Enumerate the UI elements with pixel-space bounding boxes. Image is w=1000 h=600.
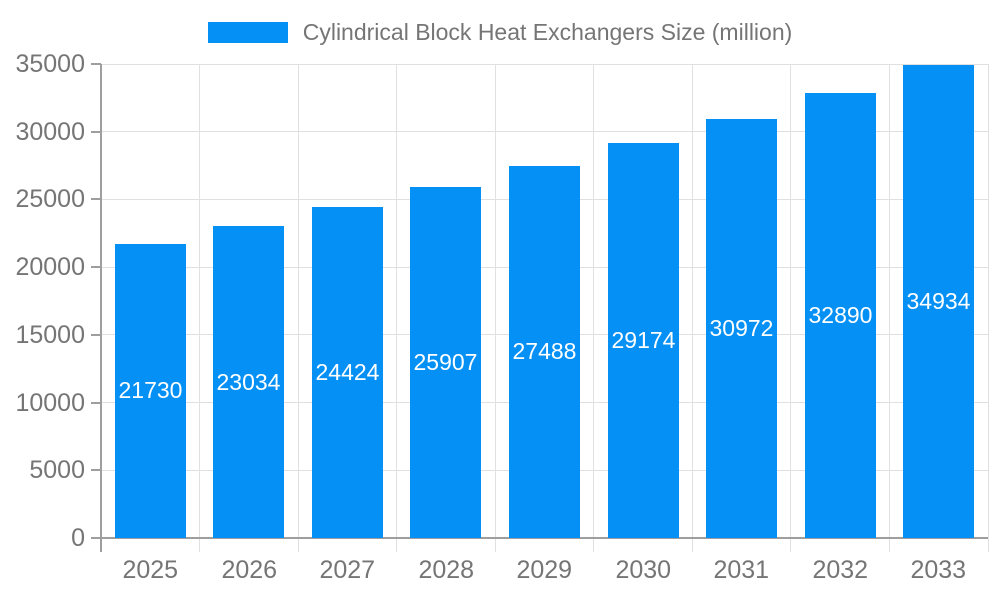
y-axis-tick-label: 20000 [15, 253, 85, 282]
bar-value-label: 34934 [906, 287, 971, 314]
bar[interactable]: 30972 [706, 118, 777, 538]
x-axis-tick-label: 2027 [319, 556, 376, 584]
category-gridline [494, 64, 496, 552]
x-axis-tick-label: 2026 [221, 556, 278, 584]
bar-value-label: 24424 [315, 359, 380, 386]
x-axis-tick-label: 2033 [910, 556, 967, 584]
bar[interactable]: 24424 [312, 207, 383, 538]
category-gridline [593, 64, 595, 552]
bar-value-label: 23034 [216, 368, 281, 395]
y-axis-tick [91, 266, 101, 269]
bar[interactable]: 32890 [805, 92, 876, 538]
bar-value-label: 27488 [512, 338, 577, 365]
bar-value-label: 21730 [118, 377, 183, 404]
y-axis-tick [91, 401, 101, 404]
legend-label: Cylindrical Block Heat Exchangers Size (… [302, 18, 793, 45]
bar[interactable]: 29174 [608, 142, 679, 538]
bar[interactable]: 25907 [410, 187, 481, 538]
x-axis-tick-label: 2032 [812, 556, 869, 584]
bar[interactable]: 27488 [509, 165, 580, 538]
y-axis-tick [91, 333, 101, 336]
y-axis-tick [91, 198, 101, 201]
bar-value-label: 32890 [808, 301, 873, 328]
bar-value-label: 30972 [709, 314, 774, 341]
y-axis-tick [91, 63, 101, 65]
y-axis-tick [91, 130, 101, 133]
category-gridline [297, 64, 299, 552]
category-gridline [987, 64, 989, 552]
bar[interactable]: 23034 [213, 226, 284, 538]
x-axis-tick-label: 2031 [713, 556, 770, 584]
y-axis-tick-label: 10000 [15, 388, 85, 417]
bar[interactable]: 34934 [903, 64, 974, 538]
bar[interactable]: 21730 [115, 243, 186, 538]
y-axis-tick-label: 0 [71, 524, 85, 552]
y-axis-tick-label: 30000 [15, 117, 85, 146]
y-gridline [101, 131, 988, 133]
y-axis-line [100, 64, 102, 552]
y-axis-tick-label: 25000 [15, 185, 85, 214]
bar-value-label: 29174 [611, 326, 676, 353]
y-axis-tick-label: 35000 [15, 50, 85, 78]
category-gridline [691, 64, 693, 552]
category-gridline [396, 64, 398, 552]
x-axis-tick-label: 2028 [418, 556, 475, 584]
category-gridline [790, 64, 792, 552]
bar-value-label: 25907 [413, 349, 478, 376]
category-gridline [199, 64, 201, 552]
x-axis-tick-label: 2025 [122, 556, 179, 584]
x-axis-line [101, 537, 988, 539]
y-axis-tick-label: 15000 [15, 320, 85, 349]
x-axis-tick-label: 2029 [516, 556, 573, 584]
x-axis-tick-label: 2030 [615, 556, 672, 584]
legend[interactable]: Cylindrical Block Heat Exchangers Size (… [0, 15, 1000, 49]
category-gridline [888, 64, 890, 552]
y-axis-tick-label: 5000 [29, 456, 85, 485]
y-axis-tick [91, 469, 101, 472]
y-axis-tick [91, 537, 101, 539]
y-gridline [101, 63, 988, 65]
legend-swatch [207, 21, 288, 43]
